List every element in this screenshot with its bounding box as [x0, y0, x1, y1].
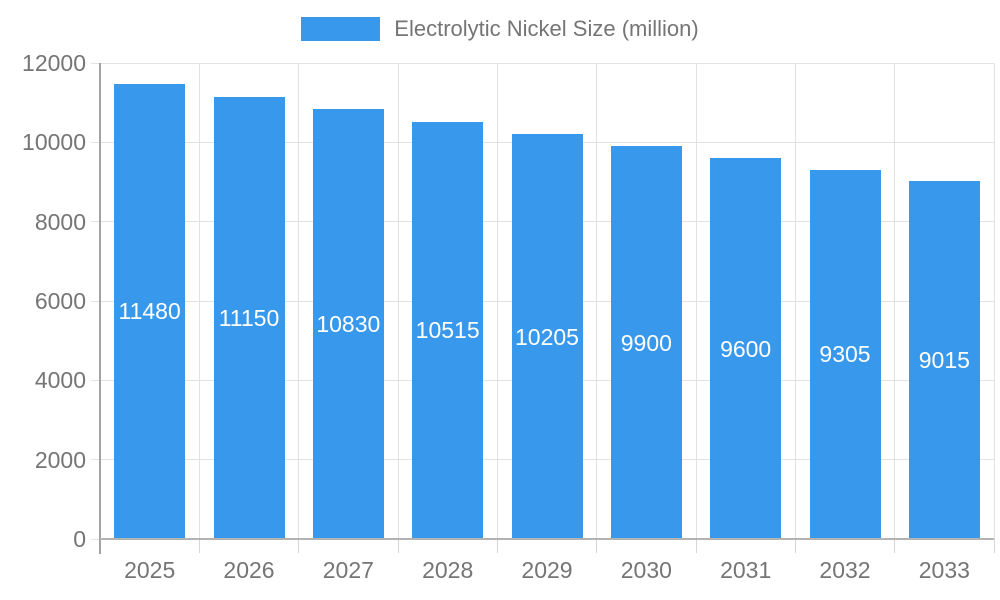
legend[interactable]: Electrolytic Nickel Size (million)	[0, 16, 1000, 42]
x-axis-label: 2029	[521, 557, 573, 583]
x-axis-label: 2033	[918, 557, 970, 583]
gridline-vertical	[596, 63, 598, 539]
y-axis-tick	[91, 221, 100, 223]
bar-value-label: 11150	[218, 304, 280, 331]
gridline-horizontal	[100, 62, 994, 64]
bar-2029[interactable]	[511, 134, 583, 538]
gridline-vertical	[298, 63, 300, 539]
x-axis-tick	[794, 539, 796, 553]
gridline-vertical	[496, 63, 498, 539]
y-axis-label: 0	[73, 526, 86, 552]
x-axis-label: 2028	[422, 557, 474, 583]
y-axis-tick	[91, 538, 100, 540]
x-axis-label: 2032	[819, 557, 871, 583]
bar-value-label: 10205	[515, 323, 579, 350]
x-axis-tick	[496, 539, 498, 553]
bar-value-label: 10830	[316, 311, 381, 338]
bar-2028[interactable]	[412, 121, 484, 538]
x-axis-label: 2027	[322, 557, 374, 583]
x-axis-label: 2030	[620, 557, 672, 583]
bar-value-label: 9900	[620, 329, 672, 356]
x-axis-tick	[198, 539, 200, 553]
x-axis-tick	[596, 539, 598, 553]
y-axis-label: 12000	[22, 50, 86, 76]
y-axis-label: 8000	[34, 208, 86, 235]
y-axis-line	[99, 63, 101, 554]
x-axis-tick	[695, 539, 697, 553]
y-axis-tick	[91, 459, 100, 461]
bar-2026[interactable]	[213, 96, 285, 538]
y-axis-label: 2000	[34, 446, 86, 473]
x-axis-tick	[298, 539, 300, 553]
gridline-vertical	[794, 63, 796, 539]
x-axis-label: 2031	[720, 557, 772, 583]
y-axis-tick	[91, 62, 100, 64]
bar-2030[interactable]	[610, 146, 682, 538]
bar-2025[interactable]	[114, 83, 186, 538]
bar-value-label: 11480	[118, 298, 181, 325]
bar-value-label: 10515	[415, 317, 480, 344]
y-axis-label: 6000	[34, 288, 86, 314]
x-axis-label: 2025	[124, 557, 176, 583]
bar-2032[interactable]	[809, 169, 881, 538]
gridline-vertical	[695, 63, 697, 539]
gridline-vertical	[894, 63, 896, 539]
y-axis-tick	[91, 379, 100, 381]
bar-2033[interactable]	[908, 181, 980, 538]
gridline-vertical	[397, 63, 399, 539]
legend-swatch-icon	[301, 17, 381, 41]
x-axis-tick	[894, 539, 896, 553]
y-axis-tick	[91, 141, 100, 143]
x-axis-label: 2026	[223, 557, 275, 583]
bar-value-label: 9015	[918, 347, 970, 374]
bar-value-label: 9305	[819, 341, 871, 368]
gridline-vertical	[198, 63, 200, 539]
x-axis-tick	[397, 539, 399, 553]
x-axis-line	[100, 537, 994, 540]
bar-value-label: 9600	[720, 335, 772, 362]
y-axis-label: 4000	[34, 367, 86, 394]
bar-2027[interactable]	[312, 109, 384, 538]
y-axis-tick	[91, 300, 100, 302]
x-axis-tick	[993, 539, 995, 553]
y-axis-label: 10000	[22, 129, 86, 156]
legend-label: Electrolytic Nickel Size (million)	[394, 16, 699, 41]
bar-2031[interactable]	[710, 158, 782, 538]
gridline-vertical	[993, 63, 995, 539]
